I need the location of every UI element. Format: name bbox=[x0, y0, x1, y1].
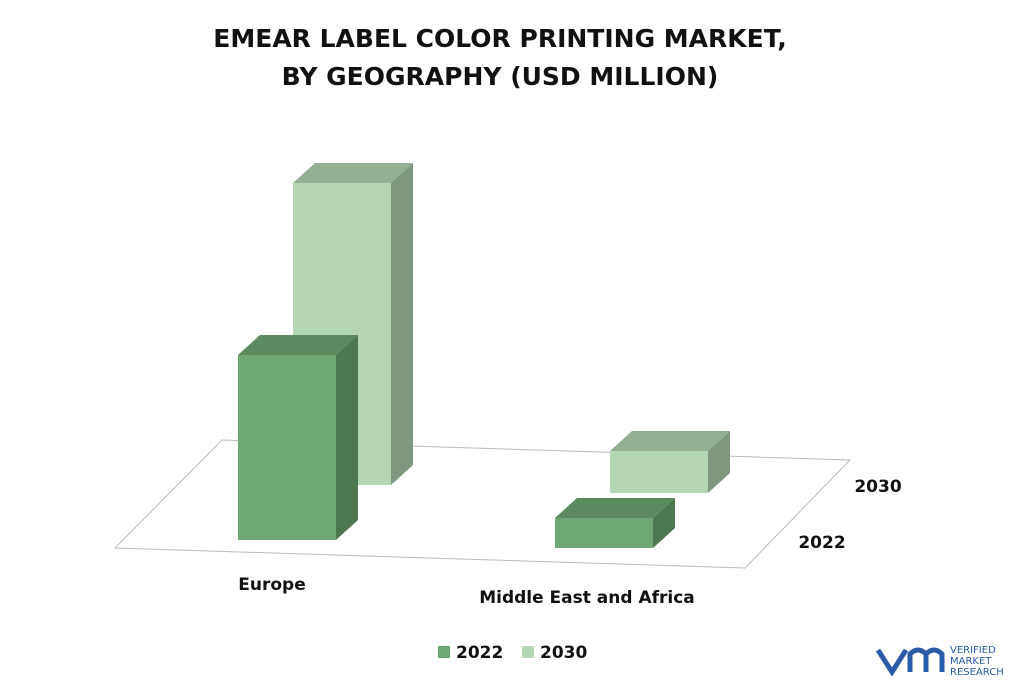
bar-side bbox=[391, 163, 413, 485]
x-tick-label: Middle East and Africa bbox=[479, 588, 695, 608]
depth-label: 2030 bbox=[854, 477, 901, 497]
bar-top bbox=[555, 498, 675, 518]
legend-swatch bbox=[438, 646, 450, 658]
bar-side bbox=[708, 431, 730, 493]
logo-m bbox=[907, 647, 945, 672]
logo-text: MARKET bbox=[950, 656, 992, 667]
legend-label: 2030 bbox=[540, 643, 587, 663]
bar-top bbox=[238, 335, 358, 355]
logo-v bbox=[875, 648, 909, 677]
bar-side bbox=[336, 335, 358, 540]
bar bbox=[238, 355, 336, 540]
chart-title: BY GEOGRAPHY (USD MILLION) bbox=[282, 62, 719, 91]
logo: VERIFIED MARKET RESEARCH bbox=[875, 645, 1004, 678]
bar-top bbox=[293, 163, 413, 183]
depth-label: 2022 bbox=[798, 533, 845, 553]
legend-swatch bbox=[522, 646, 534, 658]
bar bbox=[610, 451, 708, 493]
bar bbox=[555, 518, 653, 548]
bar-top bbox=[610, 431, 730, 451]
x-tick-label: Europe bbox=[238, 575, 305, 595]
chart-title: EMEAR LABEL COLOR PRINTING MARKET, bbox=[213, 24, 786, 53]
bar-side bbox=[653, 498, 675, 548]
logo-text: RESEARCH bbox=[950, 667, 1004, 678]
floor bbox=[113, 439, 852, 569]
legend-label: 2022 bbox=[456, 643, 503, 663]
logo-text: VERIFIED bbox=[950, 645, 996, 656]
